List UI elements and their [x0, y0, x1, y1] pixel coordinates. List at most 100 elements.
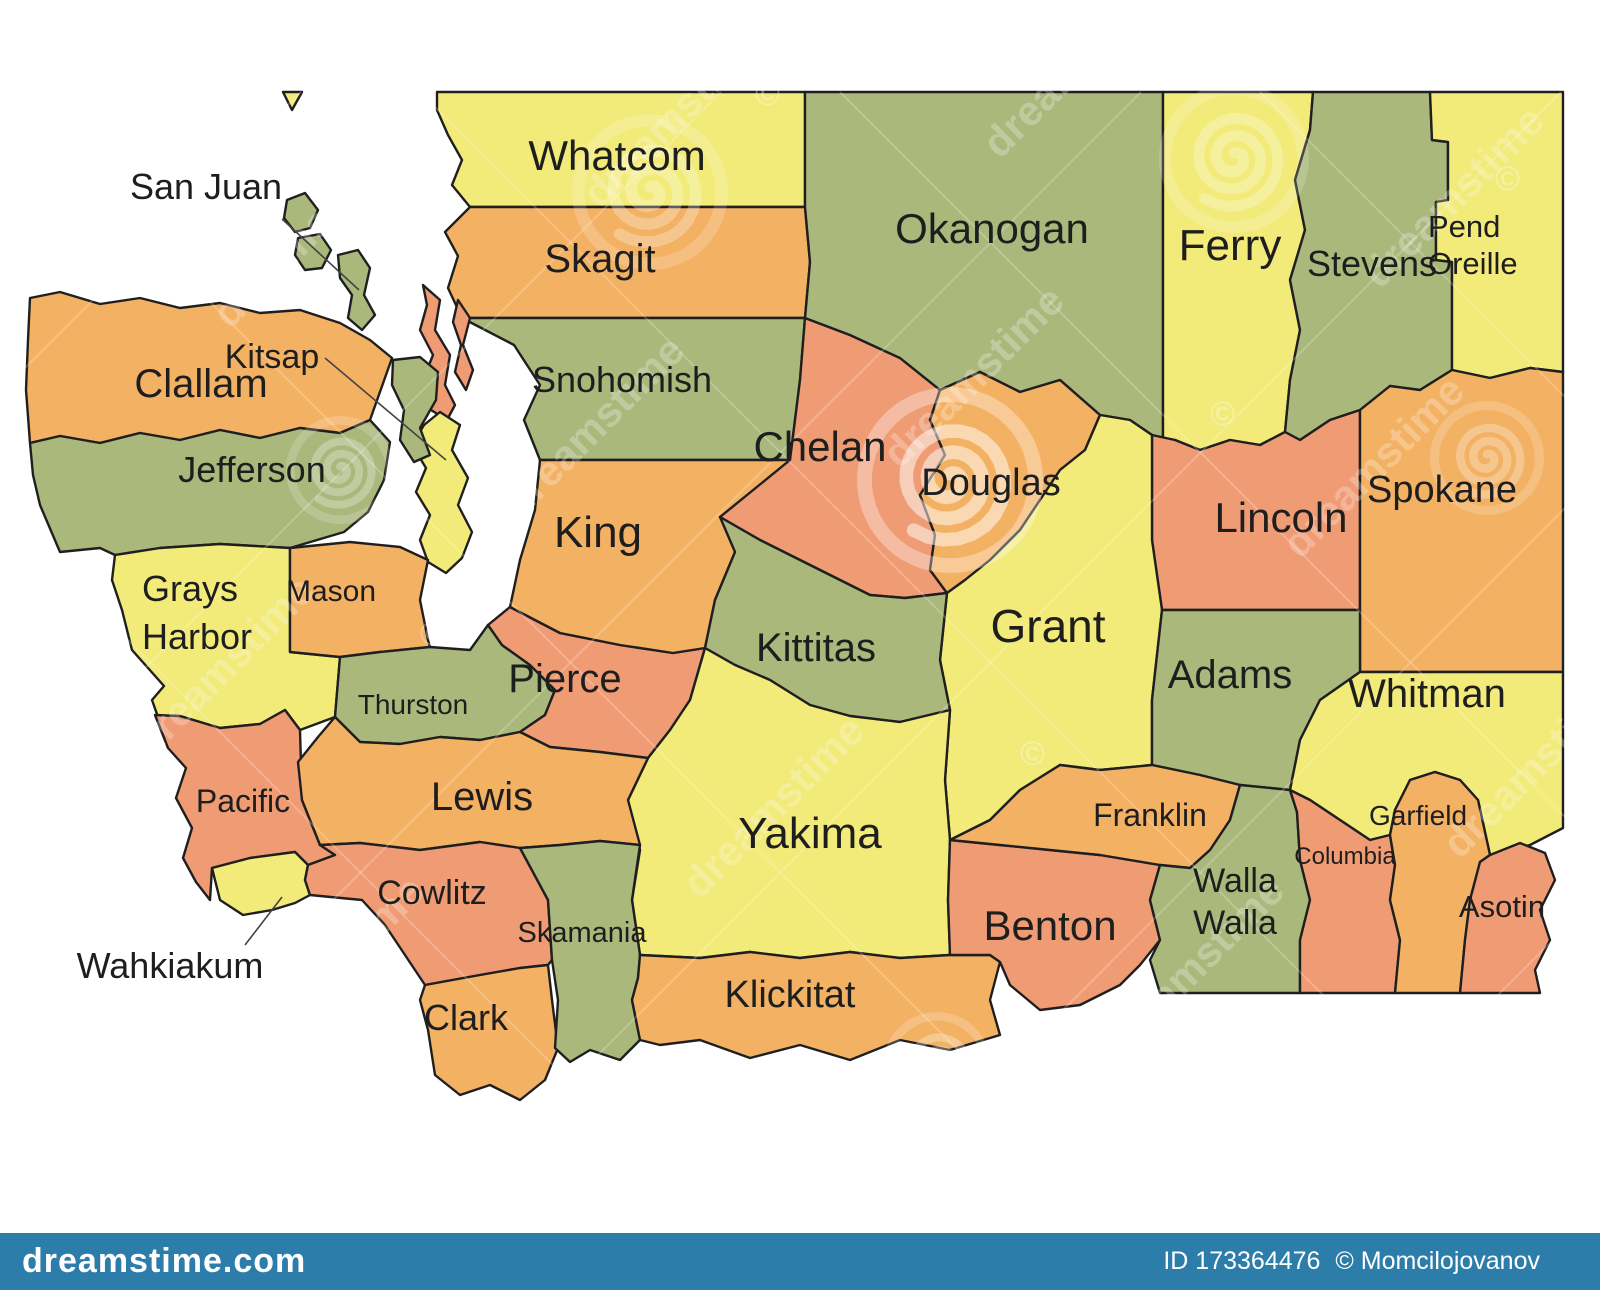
watermark-spiral-ring	[1469, 1011, 1600, 1149]
county-label-lewis: Lewis	[431, 775, 533, 819]
watermark-line	[1259, 891, 1600, 1233]
county-label-klickitat: Klickitat	[725, 974, 856, 1016]
watermark-line	[419, 91, 1562, 1233]
county-label-thurston: Thurston	[358, 689, 469, 720]
county-label-whatcom: Whatcom	[528, 132, 705, 179]
county-label-kittitas: Kittitas	[756, 626, 876, 670]
county-label-yakima: Yakima	[738, 809, 882, 858]
county-label-asotin: Asotin	[1459, 889, 1545, 924]
watermark-spiral-ring	[1159, 83, 1309, 233]
washington-county-map: dreamstime dreamstime dreamstime dreamstime…	[0, 75, 1600, 1233]
watermark-spiral-icon	[172, 1149, 245, 1229]
watermark-spiral-icon	[310, 437, 376, 509]
watermark-copyright-icon: ©	[1210, 395, 1235, 433]
county-label-kitsap: Kitsap	[225, 338, 320, 376]
county-label-spokane: Spokane	[1367, 469, 1517, 511]
county-label-san_juan: San Juan	[130, 166, 282, 207]
county-label-clark: Clark	[424, 997, 509, 1038]
watermark-spiral-ring	[857, 387, 1043, 573]
county-shape-jefferson	[28, 418, 392, 557]
watermark-copyright-icon: ©	[1495, 160, 1520, 198]
county-shape-san_juan	[282, 191, 320, 234]
watermark-line	[0, 91, 1142, 1233]
county-label-adams: Adams	[1168, 653, 1293, 697]
county-label-wahkiakum: Wahkiakum	[77, 945, 264, 986]
watermark-line	[0, 91, 1142, 1233]
county-label-grays_harbor: Grays Harbor	[142, 568, 252, 657]
county-label-pend_oreille: Pend Oreille	[1428, 209, 1518, 281]
watermark-spiral-ring	[1430, 400, 1545, 515]
county-label-pierce: Pierce	[508, 657, 621, 701]
leader-line-kitsap	[324, 357, 447, 461]
county-label-cowlitz: Cowlitz	[377, 874, 487, 912]
county-label-skagit: Skagit	[544, 237, 655, 281]
watermark-spiral-icon	[907, 1033, 973, 1105]
county-shape-jefferson	[390, 355, 440, 464]
watermark-spiral-ring	[883, 1012, 992, 1121]
watermark-spiral-ring	[61, 884, 182, 1005]
watermark-spiral-icon	[899, 424, 1012, 547]
county-labels-layer: Whatcom Skagit Snohomish San Juan KitsapClal…	[77, 132, 1545, 1038]
county-label-columbia: Columbia	[1294, 843, 1396, 870]
dreamstime-logo: dreamstime.com	[22, 1242, 307, 1280]
leader-line-wahkiakum	[244, 896, 283, 946]
watermark-spiral-ring	[145, 1125, 265, 1233]
watermark-spiral-icon	[607, 145, 702, 248]
county-label-douglas: Douglas	[921, 462, 1060, 504]
county-shape-clark	[418, 963, 560, 1102]
county-label-king: King	[554, 508, 642, 557]
watermark-spiral-icon	[1500, 1038, 1584, 1130]
county-label-chelan: Chelan	[753, 423, 886, 470]
image-id: ID 173364476	[1163, 1247, 1321, 1275]
county-label-whitman: Whitman	[1348, 672, 1506, 716]
image-credits: ID 173364476 © Momcilojovanov	[1155, 1247, 1540, 1276]
county-label-skamania: Skamania	[518, 917, 648, 949]
county-label-benton: Benton	[983, 902, 1116, 949]
county-shape-klickitat	[630, 950, 1002, 1062]
county-shape-island	[451, 298, 475, 392]
county-label-snohomish: Snohomish	[532, 359, 712, 400]
watermark-spiral-icon	[0, 147, 77, 231]
watermark-spiral-ring	[571, 113, 728, 271]
leader-line-san_juan	[281, 218, 360, 291]
image-author: © Momcilojovanov	[1335, 1247, 1540, 1275]
county-shape-san_juan	[293, 232, 333, 272]
watermark-line	[839, 471, 1600, 1233]
watermark-spiral-icon	[1456, 423, 1525, 499]
watermark-spiral-icon	[16, 746, 80, 816]
county-label-walla_walla: Walla Walla	[1193, 862, 1277, 942]
watermark-line	[0, 91, 302, 395]
county-label-lincoln: Lincoln	[1214, 494, 1347, 541]
county-label-grant: Grant	[990, 600, 1105, 652]
county-label-franklin: Franklin	[1093, 797, 1207, 833]
county-label-jefferson: Jefferson	[178, 449, 325, 490]
county-label-clallam: Clallam	[134, 362, 267, 406]
county-label-stevens: Stevens	[1307, 243, 1437, 284]
county-shape-mason	[288, 540, 432, 659]
county-label-pacific: Pacific	[196, 783, 290, 819]
watermark-spiral-icon	[88, 909, 161, 989]
watermark-spiral-ring	[0, 122, 98, 248]
stock-photo-footer-bar: dreamstime.com ID 173364476 © Momcilojov…	[0, 1233, 1600, 1290]
watermark-copyright-icon: ©	[1020, 735, 1045, 773]
watermark-copyright-icon: ©	[95, 1010, 120, 1048]
watermark-line	[0, 930, 302, 1233]
county-shape-whatcom	[281, 90, 304, 112]
watermark-spiral-ring	[286, 416, 395, 525]
watermark-line	[1259, 91, 1600, 434]
watermark-line	[839, 91, 1600, 854]
watermark-spiral-ring	[0, 725, 98, 831]
watermark-copyright-icon: ©	[420, 615, 445, 653]
county-label-okanogan: Okanogan	[895, 205, 1089, 252]
watermark-copyright-icon: ©	[755, 75, 780, 113]
watermark-line	[419, 91, 1562, 1233]
watermark-line	[0, 510, 722, 1233]
county-label-mason: Mason	[286, 575, 376, 608]
watermark-line	[0, 91, 722, 815]
county-shape-asotin	[1458, 841, 1557, 995]
county-label-garfield: Garfield	[1369, 800, 1467, 831]
county-shape-san_juan	[336, 248, 377, 332]
watermark-spiral-icon	[1193, 113, 1284, 212]
county-label-ferry: Ferry	[1179, 221, 1282, 270]
